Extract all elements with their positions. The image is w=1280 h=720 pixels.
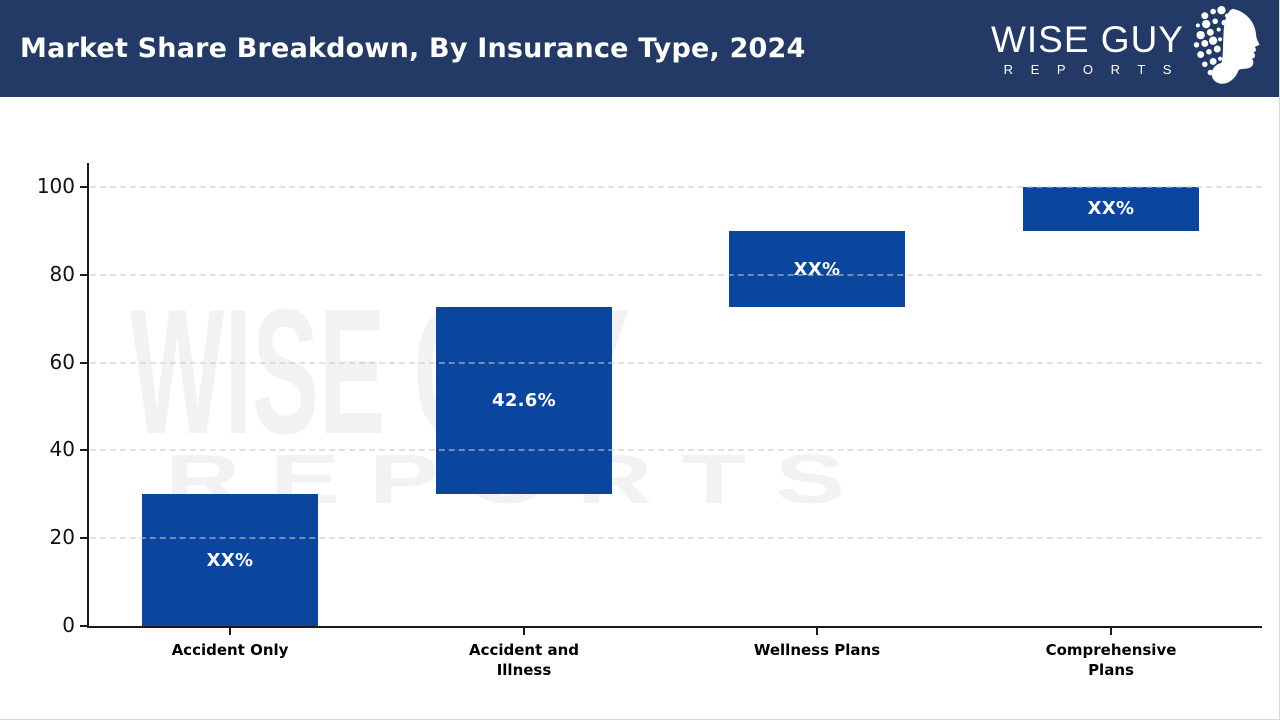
logo-wordmark: WISE GUY R E P O R T S	[991, 21, 1184, 76]
x-axis-category-label: Accident and Illness	[468, 641, 580, 680]
wiseguy-logo: WISE GUY R E P O R T S	[991, 6, 1266, 92]
logo-subtext: R E P O R T S	[1003, 62, 1179, 77]
y-axis-tick-label: 40	[49, 437, 75, 462]
y-axis-tick-mark	[80, 625, 87, 627]
bar-value-label: XX%	[206, 549, 254, 571]
x-axis-category-label: Comprehensive Plans	[1045, 641, 1177, 680]
waterfall-bar: 42.6%	[436, 307, 612, 495]
y-axis-tick-mark	[80, 273, 87, 276]
x-axis-tick-mark	[816, 628, 818, 635]
x-axis-category-label: Accident Only	[171, 641, 289, 659]
x-axis-tick-mark	[229, 628, 231, 635]
y-axis-tick-label: 60	[49, 349, 75, 374]
y-axis-tick-label: 80	[49, 261, 75, 286]
waterfall-bar: XX%	[1023, 187, 1199, 231]
y-axis-tick-mark	[80, 537, 87, 540]
gridline	[90, 273, 1262, 276]
x-axis-line	[87, 626, 1262, 628]
chart-title: Market Share Breakdown, By Insurance Typ…	[20, 33, 806, 64]
y-axis-tick-mark	[80, 361, 87, 364]
y-axis-tick-label: 0	[62, 613, 75, 637]
y-axis-tick-mark	[80, 186, 87, 188]
gridline	[90, 537, 1262, 540]
bar-value-label: XX%	[1087, 198, 1135, 220]
header-bar: Market Share Breakdown, By Insurance Typ…	[0, 0, 1279, 97]
chart-area: WISE GUY R E P O R T S 020406080100XX%42…	[0, 97, 1279, 719]
bar-value-label: XX%	[793, 258, 841, 280]
y-axis-line	[87, 163, 89, 628]
y-axis-tick-mark	[80, 449, 87, 452]
bar-value-label: 42.6%	[492, 390, 556, 412]
x-axis-tick-mark	[523, 628, 525, 635]
logo-brand-text: WISE GUY	[990, 19, 1184, 60]
y-axis-tick-label: 20	[49, 525, 75, 550]
waterfall-bar: XX%	[142, 494, 318, 626]
face-profile-icon	[1188, 6, 1266, 92]
gridline	[90, 361, 1262, 364]
gridline	[90, 186, 1262, 188]
x-axis-category-label: Wellness Plans	[753, 641, 881, 659]
x-axis-tick-mark	[1110, 628, 1112, 635]
gridline	[90, 449, 1262, 452]
y-axis-tick-label: 100	[36, 174, 75, 198]
waterfall-bar: XX%	[729, 230, 905, 308]
